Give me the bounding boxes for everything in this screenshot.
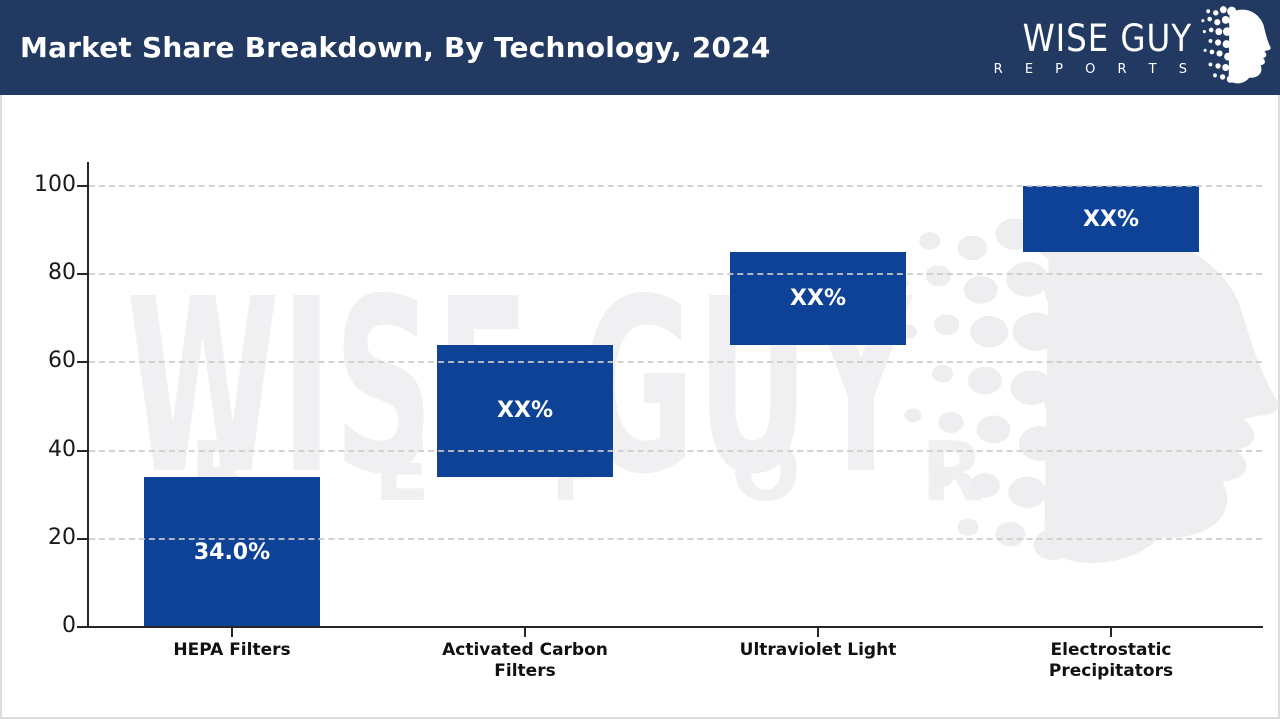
bar-electrostatic-precipitators: XX% <box>1023 186 1199 253</box>
y-tick-label: 20 <box>48 524 76 550</box>
bar-activated-carbon-filters: XX% <box>437 344 613 478</box>
gridline-y100 <box>89 185 1262 187</box>
y-tick-mark <box>77 449 87 452</box>
gridline-y40 <box>89 449 1262 452</box>
x-category-label: Ultraviolet Light <box>739 640 897 660</box>
x-tick-mark <box>524 628 526 637</box>
y-axis-spine <box>87 162 89 628</box>
gridline-y60 <box>89 361 1262 364</box>
bar-ultraviolet-light: XX% <box>730 252 906 345</box>
bar-value-label: XX% <box>790 285 846 311</box>
gridline-y80 <box>89 273 1262 276</box>
x-category-label: HEPA Filters <box>173 640 291 660</box>
logo-text: WISE GUY R E P O R T S <box>994 17 1196 77</box>
y-tick-mark <box>77 185 87 187</box>
y-tick-mark <box>77 273 87 276</box>
bar-value-label: XX% <box>1083 206 1139 232</box>
y-tick-label: 80 <box>48 260 76 286</box>
y-tick-label: 40 <box>48 436 76 462</box>
gridline-y20 <box>89 537 1262 540</box>
x-category-label: Electrostatic Precipitators <box>1048 640 1174 682</box>
wiseguy-head-icon <box>1201 6 1271 84</box>
y-tick-mark <box>77 537 87 540</box>
logo-brand-name: WISE GUY <box>1022 17 1192 60</box>
bar-value-label: XX% <box>497 398 553 424</box>
bar-hepa-filters: 34.0% <box>144 477 320 627</box>
wiseguy-logo: WISE GUY R E P O R T S <box>994 0 1274 95</box>
bar-value-label: 34.0% <box>193 539 271 565</box>
y-tick-label: 0 <box>62 613 76 638</box>
x-tick-mark <box>231 628 233 637</box>
header-bar: Market Share Breakdown, By Technology, 2… <box>0 0 1280 95</box>
y-tick-label: 60 <box>48 348 76 374</box>
logo-brand-subtitle: R E P O R T S <box>993 62 1196 77</box>
x-axis-spine <box>87 626 1263 628</box>
x-tick-mark <box>817 628 819 637</box>
x-category-label: Activated Carbon Filters <box>442 640 608 682</box>
y-tick-label: 100 <box>34 172 76 197</box>
chart-title: Market Share Breakdown, By Technology, 2… <box>20 31 771 64</box>
y-tick-mark <box>77 361 87 364</box>
x-tick-mark <box>1110 628 1112 637</box>
y-tick-mark <box>77 626 87 628</box>
